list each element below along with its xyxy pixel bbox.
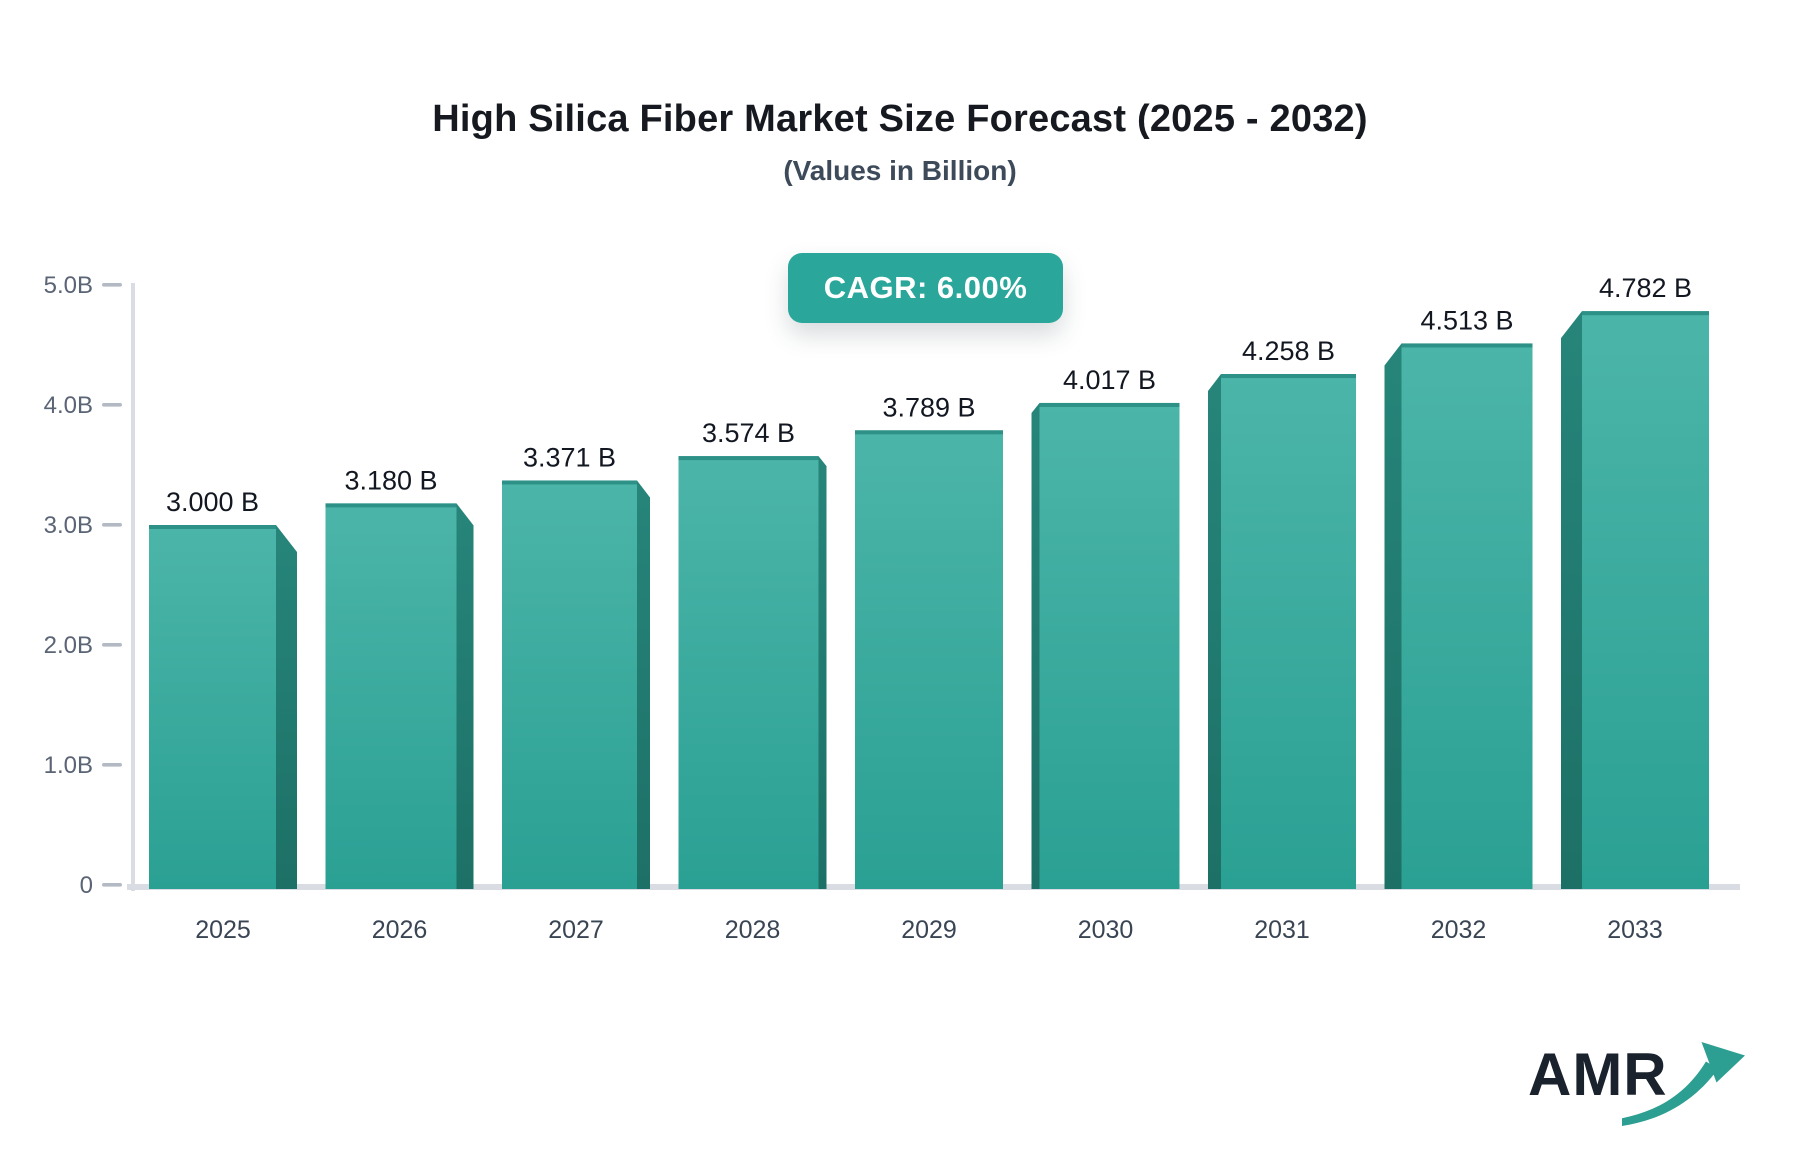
bar-value-label-2027: 3.371 B xyxy=(523,442,616,472)
bar-value-label-2032: 4.513 B xyxy=(1420,305,1513,335)
y-axis-tick-label: 2.0B xyxy=(44,632,93,659)
bar-value-label-2033: 4.782 B xyxy=(1599,273,1692,303)
bar-side-face-2031 xyxy=(1208,374,1221,889)
bar-value-label-2029: 3.789 B xyxy=(882,392,975,422)
bar-2026 xyxy=(325,503,457,889)
bar-2027 xyxy=(502,480,637,889)
y-axis-tick xyxy=(102,883,122,887)
bar-value-label-2030: 4.017 B xyxy=(1063,365,1156,395)
amr-logo-text: AMR xyxy=(1528,1041,1668,1108)
chart-header: High Silica Fiber Market Size Forecast (… xyxy=(0,98,1800,187)
x-axis-label-2025: 2025 xyxy=(195,916,251,944)
bar-side-face-2025 xyxy=(276,525,297,889)
x-axis-label-2026: 2026 xyxy=(372,916,428,944)
cagr-badge: CAGR: 6.00% xyxy=(788,253,1063,323)
x-axis-label-2029: 2029 xyxy=(901,916,957,944)
y-axis-tick xyxy=(102,763,122,767)
chart-subtitle: (Values in Billion) xyxy=(783,155,1017,186)
y-axis-tick xyxy=(102,523,122,527)
bar-top-edge-2031 xyxy=(1221,374,1356,379)
x-axis-label-2030: 2030 xyxy=(1078,916,1134,944)
bar-value-label-2026: 3.180 B xyxy=(344,465,437,495)
bar-2028 xyxy=(678,456,819,889)
y-axis-tick xyxy=(102,403,122,407)
bar-side-face-2033 xyxy=(1561,311,1582,889)
bar-top-edge-2027 xyxy=(502,480,637,485)
bar-side-face-2028 xyxy=(818,456,827,889)
bar-top-edge-2032 xyxy=(1401,343,1533,348)
y-axis-tick xyxy=(102,283,122,287)
bar-2025 xyxy=(149,525,276,889)
x-axis-label-2033: 2033 xyxy=(1607,916,1663,944)
bar-2029 xyxy=(855,430,1003,889)
bar-side-face-2026 xyxy=(456,503,474,889)
bar-2032 xyxy=(1401,343,1533,889)
chart-title: High Silica Fiber Market Size Forecast (… xyxy=(432,98,1368,140)
bar-value-label-2031: 4.258 B xyxy=(1242,336,1335,366)
bar-2030 xyxy=(1039,402,1180,889)
y-axis xyxy=(131,283,135,891)
y-axis-tick-label: 1.0B xyxy=(44,752,93,779)
bar-top-edge-2026 xyxy=(325,503,457,508)
y-axis-tick-label: 0 xyxy=(80,872,93,899)
bar-top-edge-2025 xyxy=(149,525,276,529)
y-axis-tick-label: 3.0B xyxy=(44,512,93,539)
x-axis-label-2027: 2027 xyxy=(548,916,604,944)
x-axis-label-2032: 2032 xyxy=(1431,916,1487,944)
cagr-badge-label: CAGR: 6.00% xyxy=(823,270,1028,305)
bar-side-face-2032 xyxy=(1384,343,1402,889)
bar-side-face-2030 xyxy=(1031,402,1040,889)
bar-top-edge-2030 xyxy=(1039,402,1180,407)
bar-value-label-2025: 3.000 B xyxy=(166,487,259,517)
x-axis-label-2028: 2028 xyxy=(725,916,781,944)
growth-arrow-icon xyxy=(1622,1042,1745,1126)
y-axis-tick-label: 4.0B xyxy=(44,392,93,419)
bar-side-face-2027 xyxy=(637,480,650,889)
bar-top-edge-2033 xyxy=(1582,311,1709,316)
amr-logo: AMR xyxy=(1528,1030,1768,1140)
x-axis-label-2031: 2031 xyxy=(1254,916,1310,944)
bar-2033 xyxy=(1582,311,1709,889)
bar-top-edge-2029 xyxy=(855,430,1003,435)
bar-value-label-2028: 3.574 B xyxy=(702,418,795,448)
bar-2031 xyxy=(1221,374,1356,889)
y-axis-tick xyxy=(102,643,122,647)
y-axis-tick-label: 5.0B xyxy=(44,272,93,299)
bar-top-edge-2028 xyxy=(678,456,819,461)
